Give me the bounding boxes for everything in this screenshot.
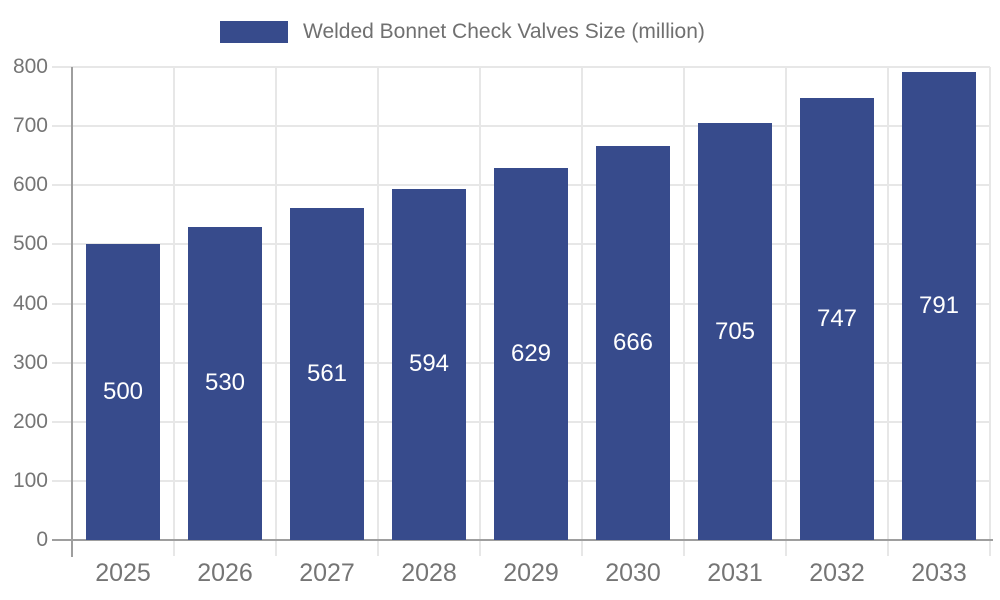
bar-2033: 791	[902, 72, 976, 540]
bar-2025: 500	[86, 244, 160, 540]
y-axis-line	[71, 67, 73, 557]
y-gridline	[52, 125, 990, 128]
x-axis-tick-label: 2030	[605, 559, 661, 587]
bar-value-label: 530	[204, 369, 246, 397]
x-axis-tick-label: 2025	[95, 559, 151, 587]
y-axis-tick-label: 0	[36, 528, 48, 551]
y-axis-tick-label: 700	[12, 114, 48, 138]
bar-value-label: 629	[510, 340, 552, 368]
x-gridline	[887, 67, 889, 556]
x-axis-line	[52, 539, 993, 541]
bar-2027: 561	[290, 208, 364, 540]
x-gridline	[581, 67, 583, 556]
y-axis-tick-label: 200	[12, 409, 48, 433]
x-axis-tick-label: 2033	[911, 559, 967, 587]
y-gridline	[52, 66, 990, 68]
y-axis-tick-label: 500	[12, 232, 48, 256]
x-axis-tick-label: 2026	[197, 559, 253, 587]
bar-value-label: 594	[408, 350, 450, 378]
x-axis-tick-label: 2032	[809, 559, 865, 587]
x-gridline	[377, 67, 379, 556]
legend[interactable]: Welded Bonnet Check Valves Size (million…	[220, 21, 705, 43]
bar-value-label: 666	[612, 329, 654, 357]
y-axis-tick-label: 600	[12, 173, 48, 197]
x-gridline	[683, 67, 685, 556]
bar-2026: 530	[188, 226, 262, 540]
bar-value-label: 791	[918, 292, 960, 320]
bar-2030: 666	[596, 146, 670, 540]
y-axis-tick-label: 800	[12, 55, 48, 78]
bar-2031: 705	[698, 123, 772, 540]
bar-value-label: 500	[102, 378, 144, 406]
bar-value-label: 705	[714, 317, 756, 345]
x-gridline	[275, 67, 277, 556]
legend-label: Welded Bonnet Check Valves Size (million…	[303, 20, 705, 43]
bar-2028: 594	[392, 188, 466, 540]
bar-value-label: 747	[816, 305, 858, 333]
x-axis-tick-label: 2029	[503, 559, 559, 587]
bar-2029: 629	[494, 168, 568, 540]
bar-value-label: 561	[306, 360, 348, 388]
legend-swatch	[220, 21, 288, 43]
x-axis-tick-label: 2028	[401, 559, 457, 587]
x-gridline	[989, 67, 991, 556]
y-axis-tick-label: 300	[12, 350, 48, 374]
y-axis-tick-label: 100	[12, 468, 48, 492]
x-gridline	[173, 67, 175, 556]
x-gridline	[785, 67, 787, 556]
x-gridline	[479, 67, 481, 556]
x-axis-tick-label: 2027	[299, 559, 355, 587]
bar-2032: 747	[800, 98, 874, 540]
y-axis-tick-label: 400	[12, 291, 48, 315]
x-axis-tick-label: 2031	[707, 559, 763, 587]
